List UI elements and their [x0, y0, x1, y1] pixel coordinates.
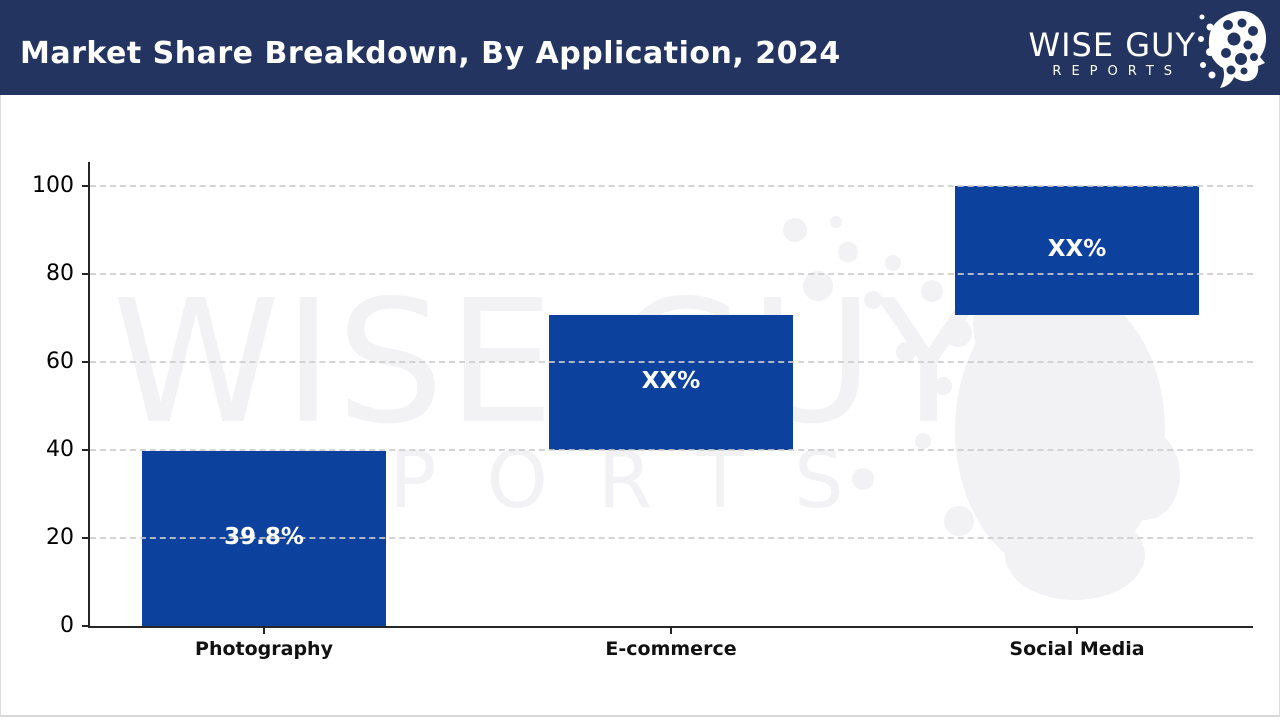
y-tick-label-40: 40 — [46, 437, 74, 462]
gridline-100 — [90, 185, 1253, 187]
gridline-60 — [90, 361, 1253, 363]
x-label-social-media: Social Media — [1009, 638, 1145, 660]
header-bar: Market Share Breakdown, By Application, … — [0, 0, 1280, 95]
bar-ecommerce — [549, 315, 793, 450]
logo-line2: REPORTS — [1052, 63, 1183, 79]
y-tick — [82, 361, 88, 363]
watermark-text-line1: WISE GUY — [112, 264, 984, 462]
y-tick-label-20: 20 — [46, 525, 74, 550]
bar-value-ecommerce: XX% — [641, 368, 701, 394]
page-title: Market Share Breakdown, By Application, … — [20, 36, 841, 71]
bar-value-social-media: XX% — [1047, 236, 1107, 262]
x-tick — [263, 628, 265, 634]
y-tick — [82, 185, 88, 187]
gridline-80 — [90, 273, 1253, 275]
wiseguy-head-icon — [1198, 10, 1267, 88]
x-label-photography: Photography — [195, 638, 333, 660]
x-axis-line — [88, 626, 1253, 628]
x-tick — [670, 628, 672, 634]
wiseguy-logo-text: WISE GUY REPORTS — [1028, 29, 1196, 78]
page-border-bottom — [0, 715, 1280, 717]
y-tick-label-80: 80 — [46, 261, 74, 286]
y-tick — [82, 449, 88, 451]
gridline-40 — [90, 449, 1253, 451]
y-tick-label-100: 100 — [32, 173, 74, 198]
y-axis-line — [88, 162, 90, 628]
y-tick — [82, 625, 88, 627]
y-tick-label-0: 0 — [60, 613, 74, 638]
gridline-20 — [90, 537, 1253, 539]
bar-value-photography: 39.8% — [224, 524, 304, 550]
y-tick — [82, 273, 88, 275]
y-tick — [82, 537, 88, 539]
x-tick — [1076, 628, 1078, 634]
y-tick-label-60: 60 — [46, 349, 74, 374]
logo-line1: WISE GUY — [1028, 25, 1196, 64]
wiseguy-logo: WISE GUY REPORTS — [1028, 6, 1272, 90]
x-label-ecommerce: E-commerce — [605, 638, 737, 660]
page-border-left — [0, 95, 1, 717]
bar-social-media — [955, 186, 1199, 315]
